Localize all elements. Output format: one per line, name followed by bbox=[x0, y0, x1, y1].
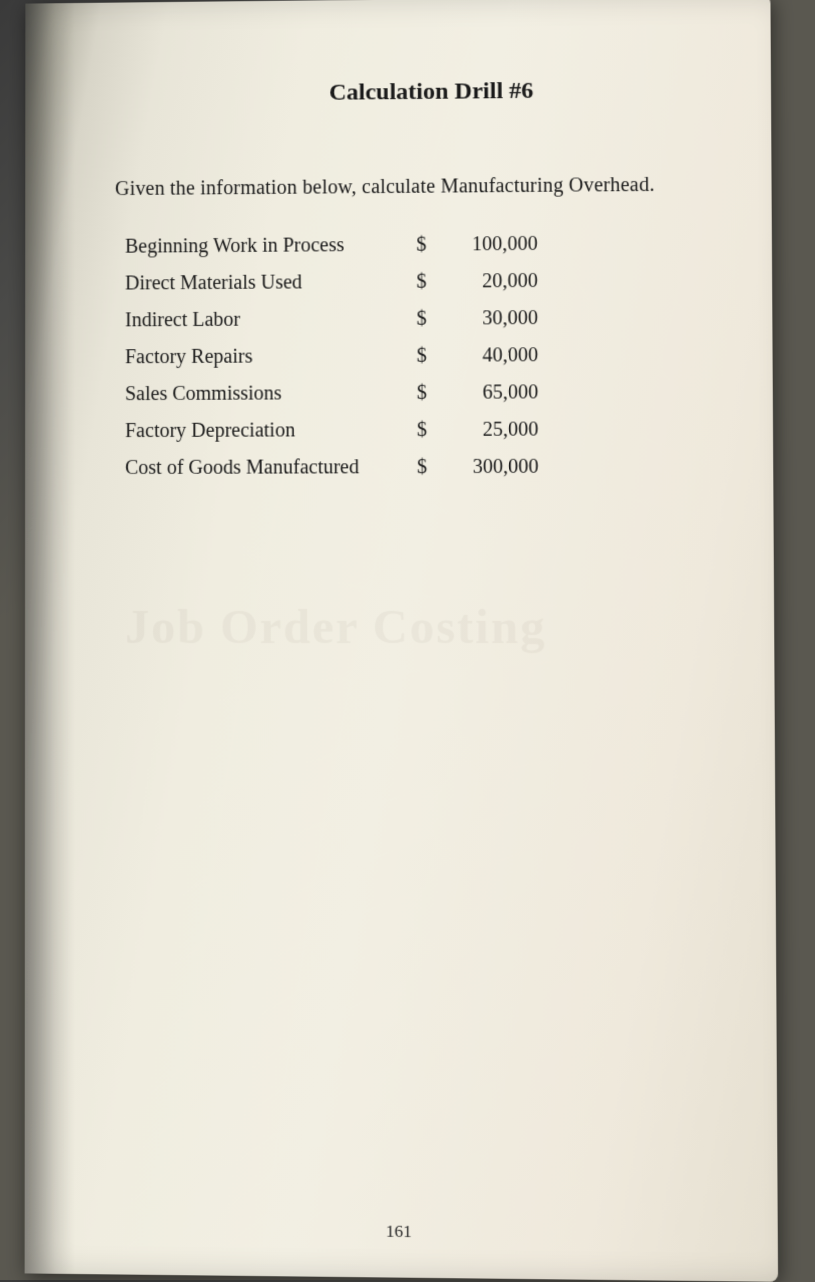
table-row: Factory Depreciation $ 25,000 bbox=[125, 411, 712, 450]
page-title: Calculation Drill #6 bbox=[155, 76, 710, 108]
table-row: Beginning Work in Process $ 100,000 bbox=[125, 225, 711, 266]
row-amount: 25,000 bbox=[447, 411, 538, 448]
row-amount: 300,000 bbox=[447, 449, 538, 486]
page-number: 161 bbox=[25, 1218, 778, 1246]
row-amount: 65,000 bbox=[447, 374, 538, 412]
row-amount: 20,000 bbox=[447, 263, 538, 301]
table-row: Sales Commissions $ 65,000 bbox=[125, 374, 711, 414]
currency-symbol: $ bbox=[416, 227, 446, 264]
currency-symbol: $ bbox=[416, 264, 446, 301]
spine-shadow bbox=[25, 3, 76, 1274]
currency-symbol: $ bbox=[417, 449, 447, 486]
row-label: Factory Repairs bbox=[125, 338, 417, 376]
currency-symbol: $ bbox=[416, 301, 446, 338]
bleedthrough-text: Job Order Costing bbox=[125, 600, 547, 655]
row-label: Cost of Goods Manufactured bbox=[125, 449, 417, 487]
currency-symbol: $ bbox=[417, 338, 447, 375]
row-amount: 30,000 bbox=[447, 300, 538, 338]
table-row: Indirect Labor $ 30,000 bbox=[125, 299, 711, 339]
currency-symbol: $ bbox=[417, 412, 447, 449]
row-label: Factory Depreciation bbox=[125, 412, 417, 450]
row-amount: 100,000 bbox=[447, 226, 538, 264]
row-amount: 40,000 bbox=[447, 337, 538, 375]
instruction-text: Given the information below, calculate M… bbox=[115, 173, 710, 201]
row-label: Sales Commissions bbox=[125, 375, 417, 413]
currency-symbol: $ bbox=[417, 375, 447, 412]
data-table: Beginning Work in Process $ 100,000 Dire… bbox=[125, 225, 712, 487]
table-row: Factory Repairs $ 40,000 bbox=[125, 336, 711, 376]
table-row: Direct Materials Used $ 20,000 bbox=[125, 262, 711, 303]
book-page: Calculation Drill #6 Given the informati… bbox=[25, 0, 778, 1282]
table-row: Cost of Goods Manufactured $ 300,000 bbox=[125, 448, 712, 487]
row-label: Direct Materials Used bbox=[125, 264, 416, 303]
row-label: Beginning Work in Process bbox=[125, 227, 416, 266]
row-label: Indirect Labor bbox=[125, 301, 417, 340]
